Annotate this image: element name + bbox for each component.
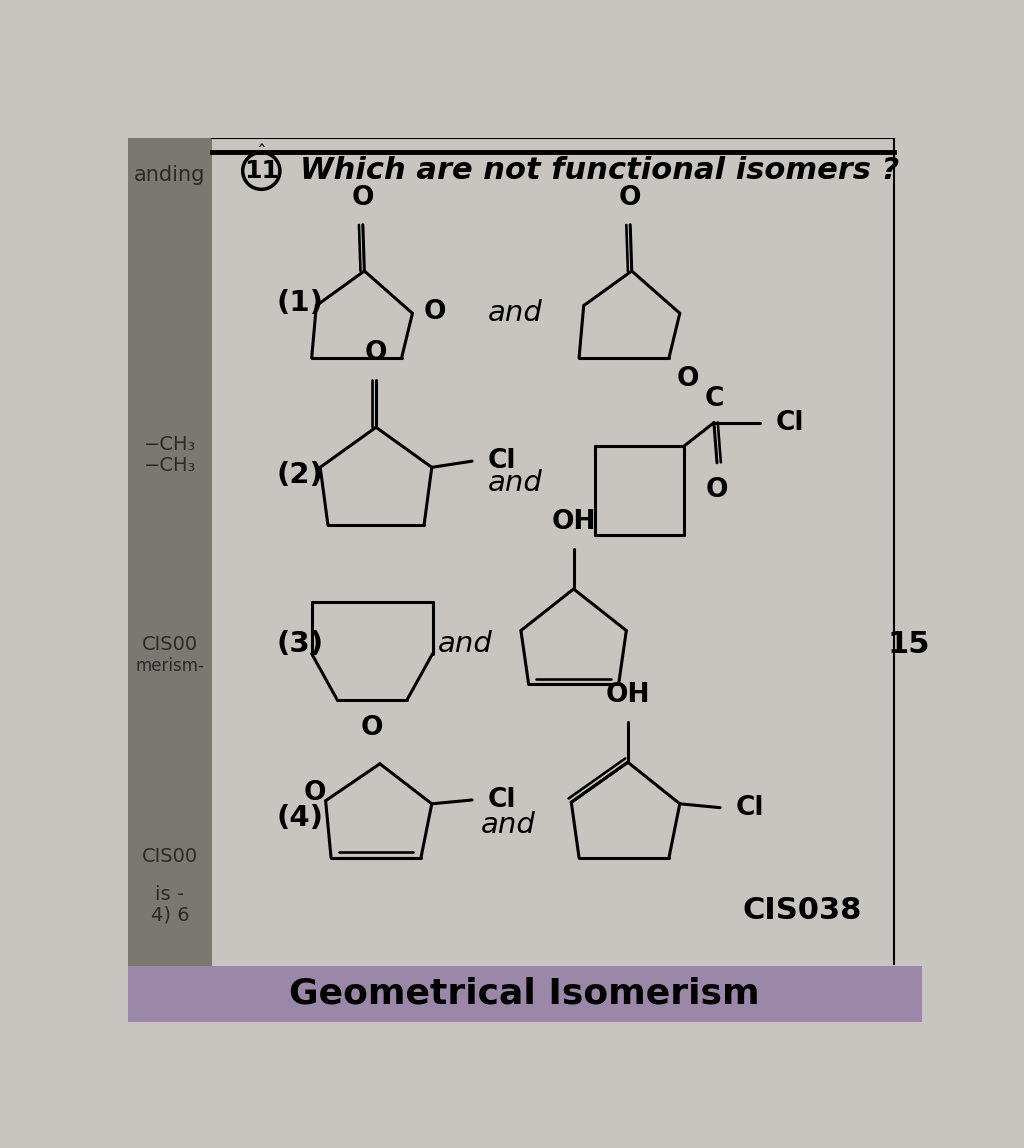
Text: O: O bbox=[360, 715, 383, 742]
Text: (2): (2) bbox=[276, 461, 324, 489]
Text: O: O bbox=[351, 185, 374, 211]
Text: anding: anding bbox=[134, 164, 206, 185]
Text: and: and bbox=[488, 468, 543, 497]
Text: Geometrical Isomerism: Geometrical Isomerism bbox=[290, 977, 760, 1011]
Text: is -: is - bbox=[156, 885, 184, 905]
Text: ˆ: ˆ bbox=[256, 144, 266, 163]
Text: −CH₃: −CH₃ bbox=[143, 435, 196, 453]
Text: CIS038: CIS038 bbox=[742, 895, 862, 924]
Text: O: O bbox=[618, 185, 641, 211]
Text: C: C bbox=[705, 386, 724, 412]
Text: Cl: Cl bbox=[487, 448, 516, 474]
Text: Cl: Cl bbox=[487, 788, 516, 813]
Text: (4): (4) bbox=[276, 804, 324, 831]
Text: O: O bbox=[423, 298, 445, 325]
Text: OH: OH bbox=[605, 682, 650, 708]
Text: CIS00: CIS00 bbox=[141, 635, 198, 654]
Text: and: and bbox=[488, 300, 543, 327]
Text: 15: 15 bbox=[888, 630, 931, 659]
Text: O: O bbox=[365, 340, 387, 366]
Text: merism-: merism- bbox=[135, 657, 204, 675]
Text: (1): (1) bbox=[276, 289, 324, 317]
Text: Cl: Cl bbox=[776, 410, 805, 435]
Text: O: O bbox=[677, 366, 699, 391]
Text: −CH₃: −CH₃ bbox=[143, 456, 196, 475]
Text: 4) 6: 4) 6 bbox=[151, 906, 189, 925]
Text: and: and bbox=[480, 812, 536, 839]
Text: Cl: Cl bbox=[735, 794, 764, 821]
Text: OH: OH bbox=[551, 509, 596, 535]
Text: 11: 11 bbox=[244, 158, 279, 183]
Text: Which are not functional isomers ?: Which are not functional isomers ? bbox=[300, 156, 899, 185]
Bar bbox=[128, 138, 212, 1022]
Text: CIS00: CIS00 bbox=[141, 847, 198, 866]
Bar bbox=[128, 967, 922, 1022]
Text: O: O bbox=[303, 779, 326, 806]
Text: O: O bbox=[706, 476, 728, 503]
Text: (3): (3) bbox=[276, 630, 324, 659]
Text: and: and bbox=[437, 630, 493, 659]
